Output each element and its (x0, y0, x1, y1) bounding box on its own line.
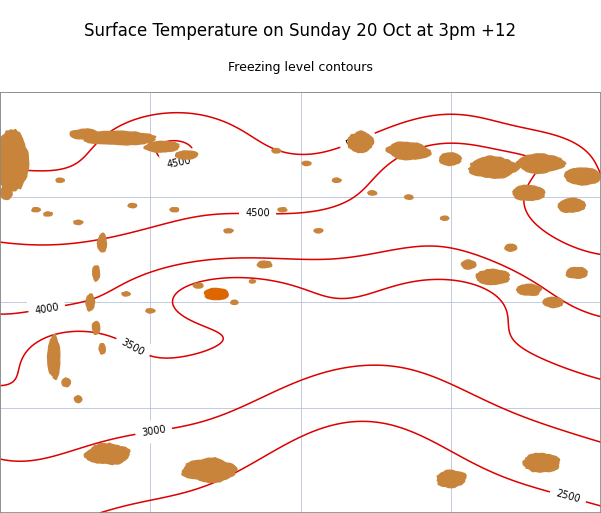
Text: 4500: 4500 (245, 208, 270, 219)
Polygon shape (84, 443, 130, 465)
Polygon shape (278, 208, 287, 212)
Polygon shape (144, 141, 179, 152)
Polygon shape (74, 220, 83, 225)
Polygon shape (32, 208, 40, 212)
Polygon shape (249, 280, 255, 283)
Polygon shape (564, 168, 601, 185)
Text: 4000: 4000 (34, 302, 59, 315)
Polygon shape (75, 396, 82, 403)
Polygon shape (193, 283, 203, 288)
Polygon shape (231, 300, 238, 304)
Polygon shape (97, 233, 106, 252)
Polygon shape (84, 131, 156, 145)
Polygon shape (368, 191, 377, 195)
Polygon shape (62, 378, 70, 387)
Polygon shape (505, 244, 517, 251)
Polygon shape (93, 266, 100, 281)
Text: 5000: 5000 (344, 131, 371, 150)
Polygon shape (204, 288, 228, 300)
Polygon shape (175, 151, 198, 159)
Polygon shape (128, 204, 136, 208)
Text: 2500: 2500 (555, 489, 581, 505)
Polygon shape (386, 142, 431, 160)
Polygon shape (272, 148, 281, 153)
Polygon shape (182, 458, 237, 483)
Polygon shape (558, 198, 585, 212)
Polygon shape (302, 161, 311, 166)
Polygon shape (170, 208, 178, 212)
Text: Surface Temperature on Sunday 20 Oct at 3pm +12: Surface Temperature on Sunday 20 Oct at … (84, 23, 517, 41)
Text: 3000: 3000 (141, 424, 166, 438)
Polygon shape (516, 284, 542, 295)
Polygon shape (44, 212, 52, 216)
Polygon shape (86, 294, 94, 311)
Polygon shape (516, 154, 566, 173)
Polygon shape (468, 156, 520, 178)
Polygon shape (47, 334, 60, 380)
Text: Freezing level contours: Freezing level contours (228, 61, 373, 74)
Polygon shape (513, 185, 545, 201)
Polygon shape (93, 322, 100, 334)
Polygon shape (146, 309, 155, 313)
Polygon shape (348, 131, 374, 152)
Text: 3500: 3500 (120, 337, 146, 358)
Polygon shape (99, 344, 105, 354)
Polygon shape (56, 178, 64, 183)
Text: 4500: 4500 (166, 155, 192, 170)
Polygon shape (543, 297, 563, 308)
Polygon shape (441, 216, 449, 220)
Polygon shape (437, 470, 466, 488)
Polygon shape (257, 261, 272, 268)
Polygon shape (332, 178, 341, 183)
Polygon shape (1, 187, 12, 200)
Polygon shape (476, 269, 510, 285)
Polygon shape (0, 130, 29, 191)
Polygon shape (70, 129, 100, 139)
Polygon shape (122, 292, 130, 296)
Polygon shape (462, 260, 476, 269)
Polygon shape (439, 153, 462, 166)
Polygon shape (523, 453, 560, 472)
Polygon shape (566, 268, 587, 278)
Polygon shape (314, 229, 323, 233)
Polygon shape (224, 229, 233, 233)
Polygon shape (404, 195, 413, 200)
